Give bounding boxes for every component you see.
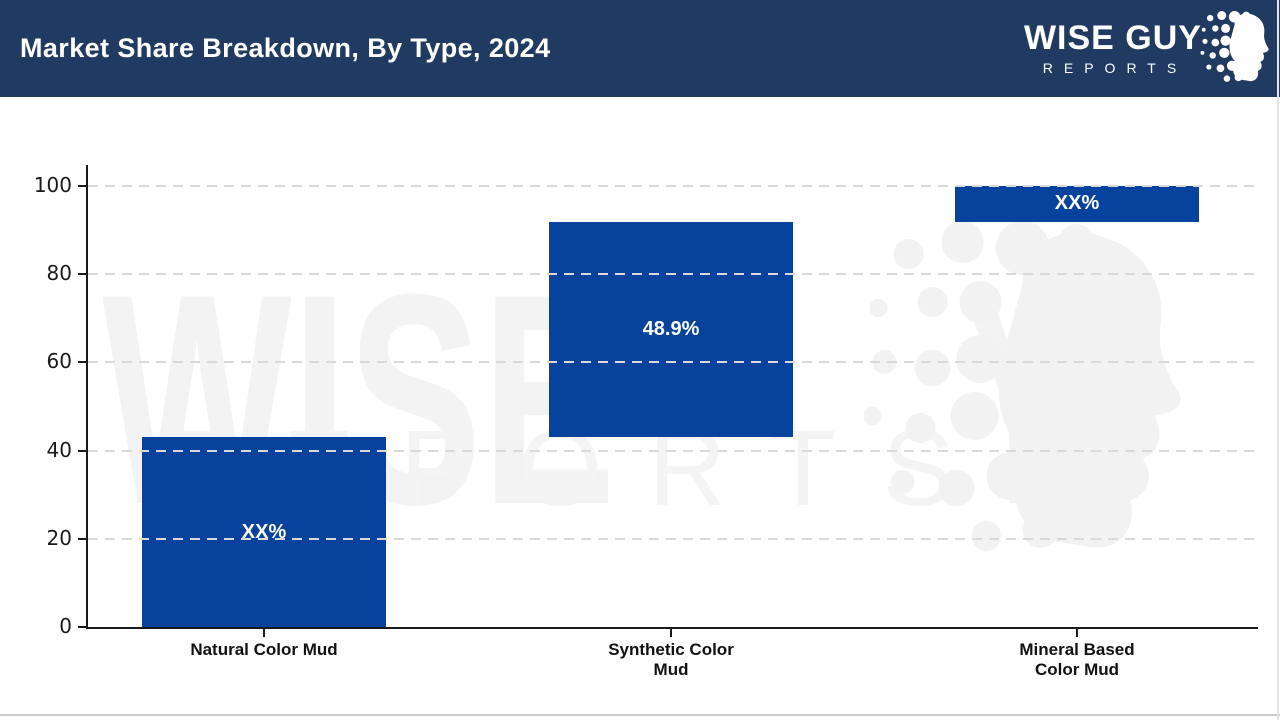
x-tick-1 [263,629,265,637]
page-border-right [1277,0,1279,720]
header: Market Share Breakdown, By Type, 2024 WI… [0,0,1280,97]
y-tick-0 [78,626,86,628]
bar-3: XX% [955,186,1199,222]
bar-value-label: 48.9% [642,318,700,341]
y-tick-label-100: 100 [33,173,72,197]
gridline-100 [88,185,1254,187]
bar-value-label: XX% [241,520,287,543]
gridline-20 [88,537,1254,540]
y-tick-label-80: 80 [46,261,72,286]
logo-subtitle: REPORTS [1042,60,1188,76]
y-tick-100 [78,185,86,187]
plot-area: XX% 48.9% XX% [86,165,1258,629]
gridline-60 [88,361,1254,364]
page-border-bottom [0,714,1280,716]
brand-logo-text: WISE GUY REPORTS [1024,21,1202,76]
bar-1: XX% [142,437,386,627]
gridline-40 [88,449,1254,452]
x-axis-label-3: Mineral Based Color Mud [1019,640,1135,679]
bar-2: 48.9% [549,221,793,438]
y-tick-label-40: 40 [46,437,72,462]
x-axis-label-1: Natural Color Mud [190,640,338,659]
logo-head-icon [1200,10,1269,82]
y-tick-label-20: 20 [46,525,72,550]
x-tick-3 [1076,629,1078,637]
brand-logo: WISE GUY REPORTS [1024,6,1270,92]
logo-wordmark: WISE GUY [1023,19,1202,57]
page-title: Market Share Breakdown, By Type, 2024 [20,33,551,63]
gridline-80 [88,273,1254,276]
bar-value-label: XX% [1054,192,1100,215]
y-tick-60 [78,361,86,364]
y-tick-40 [78,449,86,452]
y-tick-80 [78,273,86,276]
x-tick-2 [670,629,672,637]
y-tick-20 [78,537,86,540]
y-tick-label-60: 60 [46,349,72,374]
y-tick-label-0: 0 [59,614,72,638]
x-axis-label-2: Synthetic Color Mud [608,640,734,679]
